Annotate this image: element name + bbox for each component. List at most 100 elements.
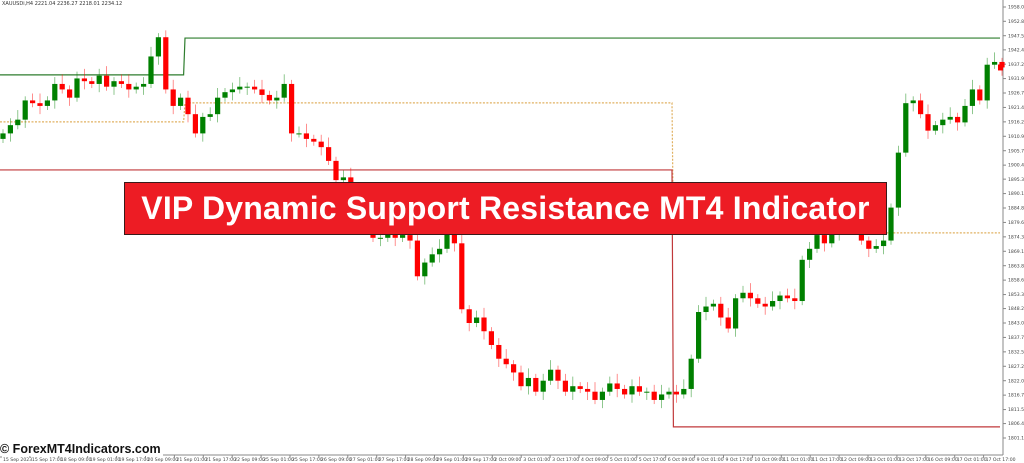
bullish-candle [992,61,998,65]
time-tick-label: 11 Oct 17:00 [812,457,842,463]
bearish-candle [289,83,295,134]
time-tick-label: 16 Oct 09:00 [928,457,958,463]
bullish-candle [296,133,302,135]
bullish-candle [44,100,50,106]
bullish-candle [96,75,102,84]
bearish-candle [784,295,790,299]
bullish-candle [148,56,154,84]
bearish-candle [303,133,309,139]
price-tick-label: 1822.00 [1008,378,1024,384]
time-tick-label: 17 Oct 17:00 [986,457,1016,463]
bearish-candle [392,232,398,238]
bullish-candle [429,254,435,263]
bearish-candle [185,97,191,115]
watermark: © ForexMT4Indicators.com [0,442,163,456]
time-tick-label: 3 Oct 17:00 [552,457,579,463]
bearish-candle [407,235,413,241]
bearish-candle [725,317,731,329]
price-tick-label: 1811.50 [1008,407,1024,413]
time-tick-label: 29 Sep 01:00 [437,457,468,463]
bullish-candle [703,306,709,313]
bullish-candle [903,103,909,153]
bearish-candle [67,89,73,98]
price-tick-label: 1816.75 [1008,393,1024,399]
bullish-candle [873,246,879,249]
bullish-candle [155,37,161,57]
bearish-candle [622,388,628,395]
bullish-candle [681,388,687,395]
bearish-candle [318,141,324,148]
price-tick-label: 1863.85 [1008,263,1024,269]
bearish-candle [126,83,132,90]
title-banner: VIP Dynamic Support Resistance MT4 Indic… [124,182,887,235]
bearish-candle [533,377,539,392]
time-tick-label: 28 Sep 09:00 [408,457,439,463]
bullish-candle [422,262,428,277]
price-tick-label: 1884.85 [1008,206,1024,212]
bullish-candle [377,237,383,239]
bullish-candle [910,100,916,104]
bearish-candle [451,232,457,244]
bearish-candle [81,78,87,82]
bullish-candle [696,312,702,359]
bearish-candle [118,81,124,84]
bullish-candle [629,386,635,395]
bullish-candle [770,301,776,307]
price-tick-label: 1916.20 [1008,119,1024,125]
time-tick-label: 3 Oct 01:00 [523,457,550,463]
bullish-candle [659,394,665,400]
bullish-candle [888,207,894,241]
price-tick-label: 1848.25 [1008,306,1024,312]
bearish-candle [163,37,169,90]
bearish-candle [481,317,487,332]
time-tick-label: 21 Sep 01:00 [176,457,207,463]
bearish-candle [37,103,43,106]
time-tick-label: 2 Oct 09:00 [494,457,521,463]
price-tick-label: 1874.35 [1008,234,1024,240]
bearish-candle [266,94,272,101]
time-tick-label: 25 Sep 01:00 [263,457,294,463]
price-tick-label: 1952.80 [1008,19,1024,25]
price-tick-label: 1926.70 [1008,91,1024,97]
bearish-candle [955,116,961,123]
bullish-candle [607,383,613,392]
time-tick-label: 13 Oct 01:00 [870,457,900,463]
price-tick-label: 1843.00 [1008,321,1024,327]
bullish-candle [570,386,576,392]
bullish-candle [207,114,213,117]
bullish-candle [881,240,887,247]
time-tick-label: 20 Sep 09:00 [148,457,179,463]
bullish-candle [940,119,946,126]
price-tick-label: 1905.70 [1008,148,1024,154]
time-tick-label: 9 Oct 01:00 [697,457,724,463]
bullish-candle [385,232,391,238]
bearish-candle [762,303,768,307]
bullish-candle [525,377,531,387]
bullish-candle [111,81,117,87]
time-tick-label: 13 Oct 17:00 [899,457,929,463]
price-tick-label: 1937.20 [1008,62,1024,68]
bearish-candle [755,298,761,304]
bearish-candle [488,331,494,345]
bullish-candle [244,86,250,88]
bullish-candle [141,83,147,87]
time-tick-label: 15 Sep 17:00 [32,457,63,463]
price-tick-label: 1921.45 [1008,105,1024,111]
time-tick-label: 26 Sep 09:00 [321,457,352,463]
bullish-candle [133,86,139,90]
bullish-candle [22,100,28,120]
bullish-candle [947,116,953,120]
bullish-candle [540,380,546,392]
price-tick-label: 1832.50 [1008,349,1024,355]
bullish-candle [688,358,694,389]
bearish-candle [30,100,36,104]
bearish-candle [104,75,110,87]
bullish-candle [15,119,21,126]
bullish-candle [215,97,221,115]
price-tick-label: 1853.35 [1008,292,1024,298]
time-tick-label: 4 Oct 09:00 [581,457,608,463]
time-tick-label: 29 Sep 17:00 [465,457,496,463]
time-tick-label: 6 Oct 09:00 [668,457,695,463]
price-tick-label: 1806.40 [1008,421,1024,427]
